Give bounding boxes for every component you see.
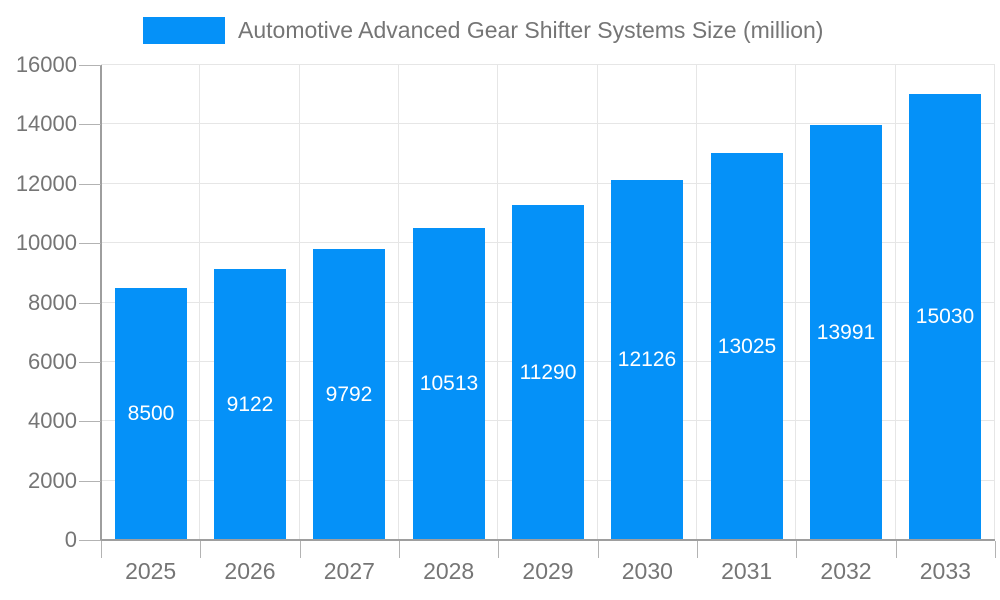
x-tick	[598, 541, 599, 558]
y-axis-line	[100, 65, 102, 540]
legend: Automotive Advanced Gear Shifter Systems…	[143, 17, 823, 44]
y-tick	[79, 183, 101, 185]
bar-value-label: 8500	[127, 402, 175, 425]
gridline-v	[199, 65, 200, 540]
bar-value-label: 11290	[519, 360, 577, 384]
gridline-h	[101, 182, 995, 184]
y-tick	[79, 65, 101, 66]
y-axis-label: 16000	[15, 52, 77, 77]
x-axis-label: 2030	[621, 558, 673, 584]
bar: 15030	[909, 94, 981, 540]
x-axis-label: 2026	[224, 558, 276, 584]
gridline-v	[795, 65, 796, 540]
x-tick	[896, 541, 897, 558]
x-axis-label: 2028	[423, 558, 475, 584]
y-tick	[79, 243, 101, 245]
y-axis-label: 14000	[15, 111, 77, 137]
y-axis-label: 10000	[15, 230, 77, 256]
x-tick	[300, 541, 301, 558]
y-axis-label: 4000	[28, 408, 77, 434]
x-tick	[498, 541, 499, 558]
bar: 8500	[115, 288, 187, 540]
bar: 13025	[711, 153, 783, 540]
gridline-v	[994, 65, 995, 540]
gridline-v	[895, 65, 896, 540]
plot-area: 8500 9122 9792 10513 11290 12126 13025 13991 150…	[101, 64, 995, 540]
y-tick	[79, 480, 101, 482]
x-axis-label: 2027	[323, 558, 375, 584]
bar: 13991	[810, 125, 882, 540]
y-tick	[79, 302, 101, 304]
bar-value-label: 15030	[915, 305, 975, 328]
x-tick	[200, 541, 201, 558]
y-axis-label: 8000	[28, 289, 77, 315]
bar-value-label: 13025	[717, 334, 777, 358]
x-axis-label: 2029	[522, 558, 574, 584]
bar: 11290	[512, 205, 584, 540]
x-axis-label: 2033	[919, 558, 971, 584]
y-axis-label: 6000	[28, 348, 77, 374]
x-tick	[796, 541, 797, 558]
y-tick	[79, 421, 101, 423]
y-tick	[79, 124, 101, 126]
legend-swatch	[143, 17, 225, 44]
gridline-v	[597, 65, 598, 540]
bar: 9122	[214, 269, 286, 540]
bar: 10513	[413, 228, 485, 540]
gridline-v	[696, 65, 697, 540]
x-tick	[995, 541, 996, 558]
bar-value-label: 9792	[325, 382, 373, 406]
x-axis-line	[101, 539, 995, 541]
bar-value-label: 12126	[617, 348, 677, 371]
legend-label: Automotive Advanced Gear Shifter Systems…	[238, 17, 824, 43]
x-tick	[697, 541, 698, 558]
x-axis-label: 2031	[721, 558, 773, 584]
gridline-v	[398, 65, 399, 540]
bar-value-label: 13991	[816, 320, 876, 344]
y-axis-label: 0	[64, 527, 77, 552]
gridline-h	[101, 123, 995, 125]
gridline-h	[101, 64, 995, 65]
bar: 12126	[611, 180, 683, 540]
bar-value-label: 10513	[419, 372, 479, 395]
x-tick	[101, 541, 102, 558]
x-axis-label: 2032	[820, 558, 872, 584]
y-axis-label: 2000	[28, 467, 77, 493]
bar: 9792	[313, 249, 385, 540]
bar-value-label: 9122	[226, 392, 274, 416]
y-axis-label: 12000	[15, 170, 77, 196]
x-tick	[399, 541, 400, 558]
gridline-v	[299, 65, 300, 540]
gridline-v	[497, 65, 498, 540]
x-axis-label: 2025	[125, 558, 177, 584]
y-tick	[79, 540, 101, 541]
y-tick	[79, 361, 101, 363]
